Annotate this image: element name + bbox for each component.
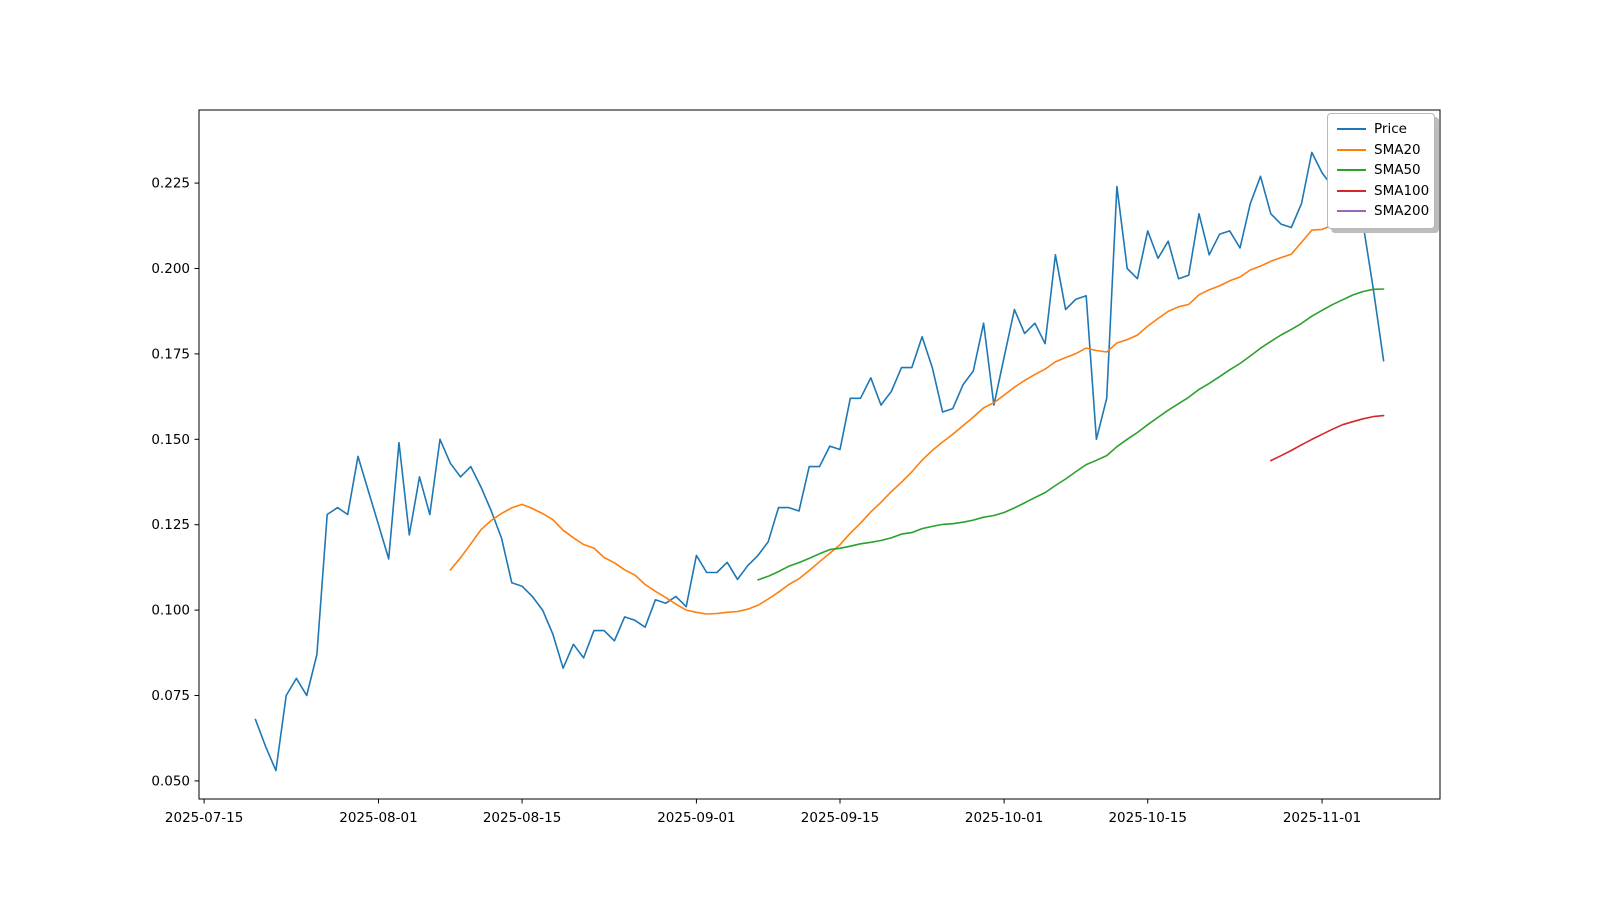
legend-label-price: Price xyxy=(1374,121,1407,138)
legend-item-sma200: SMA200 xyxy=(1337,201,1430,222)
legend-swatch-sma200 xyxy=(1337,210,1366,213)
price-line xyxy=(254,151,1385,772)
x-tick-label: 2025-09-15 xyxy=(801,810,879,826)
legend-swatch-sma50 xyxy=(1337,169,1366,172)
legend-item-sma20: SMA20 xyxy=(1337,140,1426,161)
x-tick-label: 2025-09-01 xyxy=(657,810,735,826)
legend-item-sma100: SMA100 xyxy=(1337,181,1430,202)
plot-frame xyxy=(198,109,1441,800)
x-tick-label: 2025-08-15 xyxy=(483,810,561,826)
legend-label-sma200: SMA200 xyxy=(1374,203,1430,220)
y-tick-label: 0.125 xyxy=(151,517,190,533)
sma50-line xyxy=(757,288,1385,581)
y-tick-label: 0.050 xyxy=(151,773,190,789)
x-tick-label: 2025-10-01 xyxy=(965,810,1043,826)
legend-swatch-sma20 xyxy=(1337,148,1366,151)
sma100-line xyxy=(1270,414,1385,462)
x-tick-label: 2025-10-15 xyxy=(1108,810,1186,826)
x-tick-label: 2025-07-15 xyxy=(165,810,243,826)
legend-swatch-price xyxy=(1337,128,1366,131)
y-tick-label: 0.200 xyxy=(151,261,190,277)
legend-label-sma20: SMA20 xyxy=(1374,141,1421,158)
y-tick-label: 0.225 xyxy=(151,176,190,192)
legend-item-sma50: SMA50 xyxy=(1337,160,1426,181)
y-tick-label: 0.175 xyxy=(151,346,190,362)
x-tick-label: 2025-08-01 xyxy=(339,810,417,826)
x-tick-label: 2025-11-01 xyxy=(1283,810,1361,826)
sma20-line xyxy=(449,217,1385,615)
y-tick-label: 0.150 xyxy=(151,432,190,448)
legend-label-sma100: SMA100 xyxy=(1374,182,1430,199)
legend-item-price: Price xyxy=(1337,119,1426,140)
y-tick-label: 0.100 xyxy=(151,603,190,619)
legend-label-sma50: SMA50 xyxy=(1374,162,1421,179)
legend: Price SMA20 SMA50 SMA100 SMA200 xyxy=(1327,113,1435,229)
y-tick-label: 0.075 xyxy=(151,688,190,704)
legend-swatch-sma100 xyxy=(1337,189,1366,192)
